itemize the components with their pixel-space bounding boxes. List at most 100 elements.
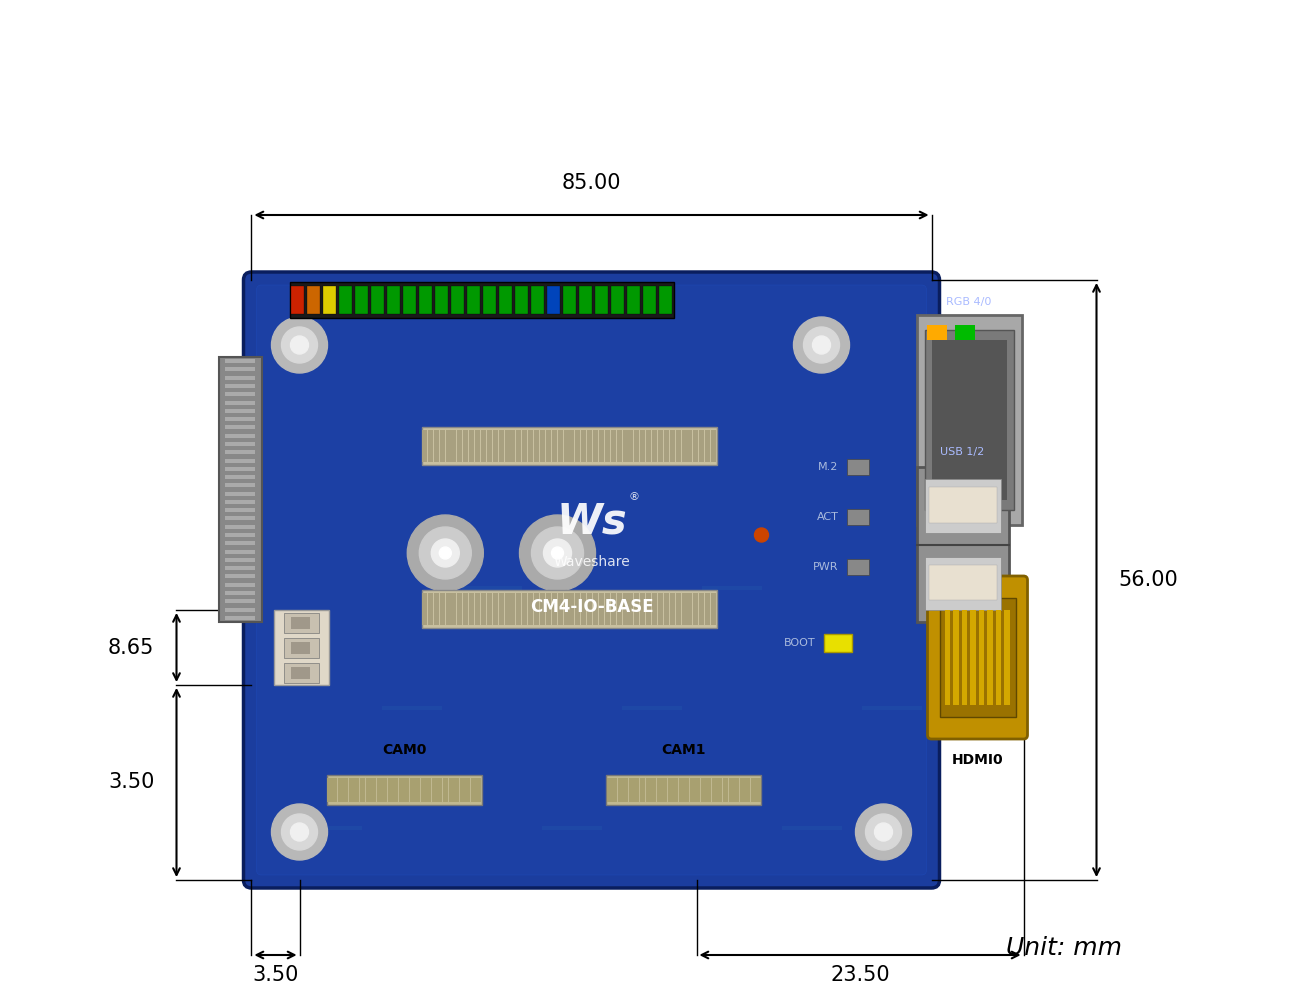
Bar	[945, 610, 950, 705]
Bar	[939, 598, 1015, 717]
Bar	[487, 430, 491, 462]
Bar	[337, 778, 343, 802]
Bar	[618, 778, 623, 802]
Bar	[925, 479, 1001, 532]
Bar	[439, 593, 444, 625]
Bar	[224, 392, 254, 396]
Bar	[635, 593, 640, 625]
Bar	[224, 425, 254, 429]
Circle shape	[431, 539, 459, 567]
Text: 3.50: 3.50	[108, 772, 155, 792]
Bar	[929, 487, 997, 522]
FancyBboxPatch shape	[928, 576, 1028, 739]
Bar	[925, 556, 1001, 610]
Bar	[925, 330, 1014, 510]
Bar	[421, 778, 426, 802]
Bar	[435, 286, 448, 314]
Bar	[366, 778, 370, 802]
Bar	[224, 541, 254, 545]
Text: 85.00: 85.00	[562, 173, 622, 193]
Bar	[558, 430, 563, 462]
Bar	[416, 778, 421, 802]
Bar	[224, 467, 254, 471]
Bar	[433, 778, 437, 802]
Bar	[628, 430, 633, 462]
Bar	[511, 430, 516, 462]
Bar	[291, 286, 304, 314]
Bar	[284, 612, 318, 633]
Bar	[499, 593, 504, 625]
Bar	[451, 593, 456, 625]
Circle shape	[804, 327, 839, 363]
Bar	[438, 778, 443, 802]
Bar	[493, 430, 498, 462]
Bar	[460, 778, 465, 802]
Bar	[679, 778, 684, 802]
Bar	[546, 430, 551, 462]
Bar	[224, 434, 254, 438]
Text: PWR: PWR	[813, 562, 839, 572]
Bar	[422, 593, 427, 625]
Bar	[611, 593, 616, 625]
Bar	[564, 430, 568, 462]
Bar	[551, 593, 556, 625]
Bar	[646, 430, 652, 462]
Bar	[701, 586, 761, 590]
Bar	[952, 610, 959, 705]
Bar	[612, 778, 618, 802]
Bar	[659, 286, 672, 314]
Bar	[605, 593, 610, 625]
Bar	[629, 778, 635, 802]
Bar	[284, 638, 318, 658]
Circle shape	[271, 317, 327, 373]
Bar	[693, 430, 698, 462]
Text: M.2: M.2	[818, 462, 839, 472]
Circle shape	[291, 823, 309, 841]
Bar	[224, 508, 254, 512]
Bar	[465, 778, 470, 802]
Bar	[593, 593, 598, 625]
Bar	[451, 430, 456, 462]
Bar	[224, 550, 254, 554]
Bar	[740, 778, 744, 802]
Bar	[700, 593, 704, 625]
Bar	[224, 591, 254, 595]
Circle shape	[856, 804, 912, 860]
Bar	[224, 384, 254, 388]
Bar	[360, 778, 365, 802]
Bar	[623, 430, 628, 462]
Bar	[224, 558, 254, 562]
Bar	[711, 593, 717, 625]
Text: HDMI0: HDMI0	[951, 753, 1003, 767]
Circle shape	[754, 528, 769, 542]
Bar	[476, 593, 480, 625]
Bar	[224, 492, 254, 496]
Bar	[476, 430, 480, 462]
Bar	[404, 778, 409, 802]
Bar	[606, 775, 761, 805]
Bar	[640, 593, 645, 625]
Text: Waveshare: Waveshare	[554, 555, 629, 569]
Bar	[663, 430, 668, 462]
Text: Ws: Ws	[556, 501, 627, 543]
Bar	[576, 430, 580, 462]
Text: USB 1/2: USB 1/2	[941, 447, 985, 457]
Bar	[476, 778, 481, 802]
Text: CM4-IO-BASE: CM4-IO-BASE	[530, 598, 653, 616]
Bar	[224, 417, 254, 421]
Bar	[292, 642, 310, 654]
Bar	[464, 430, 468, 462]
Bar	[551, 430, 556, 462]
Bar	[756, 778, 761, 802]
Circle shape	[408, 515, 483, 591]
Bar	[581, 430, 586, 462]
Bar	[676, 430, 680, 462]
Bar	[483, 286, 496, 314]
Bar	[640, 778, 645, 802]
Bar	[728, 778, 734, 802]
Bar	[670, 593, 675, 625]
Text: CAM1: CAM1	[662, 743, 706, 757]
Circle shape	[532, 527, 584, 579]
Bar	[534, 430, 539, 462]
Bar	[356, 286, 367, 314]
